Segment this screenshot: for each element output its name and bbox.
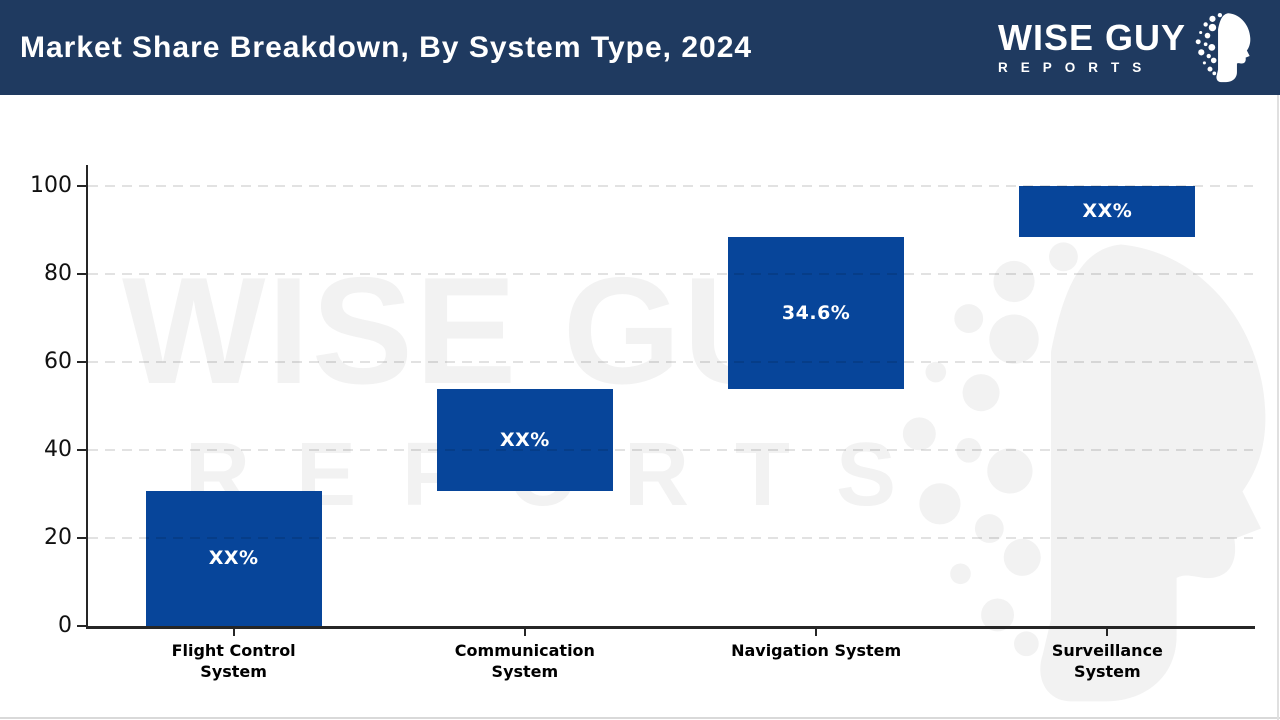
x-axis-category-label: Surveillance System bbox=[1051, 641, 1163, 681]
page-title: Market Share Breakdown, By System Type, … bbox=[20, 30, 753, 64]
x-axis-category-label: Communication System bbox=[454, 641, 595, 681]
y-axis-tick bbox=[77, 273, 86, 275]
gridline-80 bbox=[88, 273, 1253, 275]
y-axis-line bbox=[86, 165, 88, 628]
brand-name: WISE GUY bbox=[997, 17, 1186, 58]
bar-value-label: XX% bbox=[499, 428, 550, 451]
gridline-40 bbox=[88, 449, 1253, 451]
bottom-border-line bbox=[0, 717, 1280, 719]
brand-logo: WISE GUY REPORTS bbox=[998, 10, 1254, 86]
header-band: Market Share Breakdown, By System Type, … bbox=[0, 0, 1280, 95]
brand-text: WISE GUY REPORTS bbox=[997, 17, 1186, 76]
gridline-60 bbox=[88, 361, 1253, 363]
bar-segment-4: XX% bbox=[1019, 186, 1196, 237]
x-axis-tick bbox=[1106, 628, 1109, 636]
y-axis-tick bbox=[77, 537, 86, 539]
bar-segment-3: 34.6% bbox=[728, 236, 905, 389]
y-axis-tick bbox=[77, 361, 86, 363]
bar-value-label: XX% bbox=[1082, 200, 1133, 223]
y-axis-tick-label: 0 bbox=[58, 613, 72, 638]
bar-value-label: XX% bbox=[208, 547, 259, 570]
x-axis-tick bbox=[232, 628, 235, 636]
watermark-head-icon bbox=[902, 242, 1266, 702]
y-axis-tick-label: 40 bbox=[44, 437, 72, 462]
y-axis-tick bbox=[77, 449, 86, 451]
y-axis-tick bbox=[77, 625, 86, 627]
bar-value-label: 34.6% bbox=[781, 301, 851, 324]
x-axis-tick bbox=[815, 628, 818, 636]
x-axis-category-label: Navigation System bbox=[731, 641, 902, 660]
gridline-20 bbox=[88, 537, 1253, 539]
brand-subtitle: REPORTS bbox=[997, 60, 1155, 75]
x-axis-category-label: Flight Control System bbox=[171, 641, 296, 681]
y-axis-tick-label: 80 bbox=[44, 261, 72, 286]
y-axis-tick bbox=[77, 185, 86, 187]
x-axis-line bbox=[86, 626, 1255, 629]
bar-segment-2: XX% bbox=[436, 388, 613, 491]
y-axis-tick-label: 20 bbox=[44, 525, 72, 550]
brand-head-icon bbox=[1195, 12, 1251, 82]
gridline-100 bbox=[88, 185, 1253, 187]
bar-segment-1: XX% bbox=[145, 490, 322, 626]
y-axis-tick-label: 60 bbox=[44, 349, 72, 374]
y-axis-tick-label: 100 bbox=[30, 173, 72, 198]
right-border-line bbox=[1277, 95, 1279, 720]
x-axis-tick bbox=[523, 628, 526, 636]
